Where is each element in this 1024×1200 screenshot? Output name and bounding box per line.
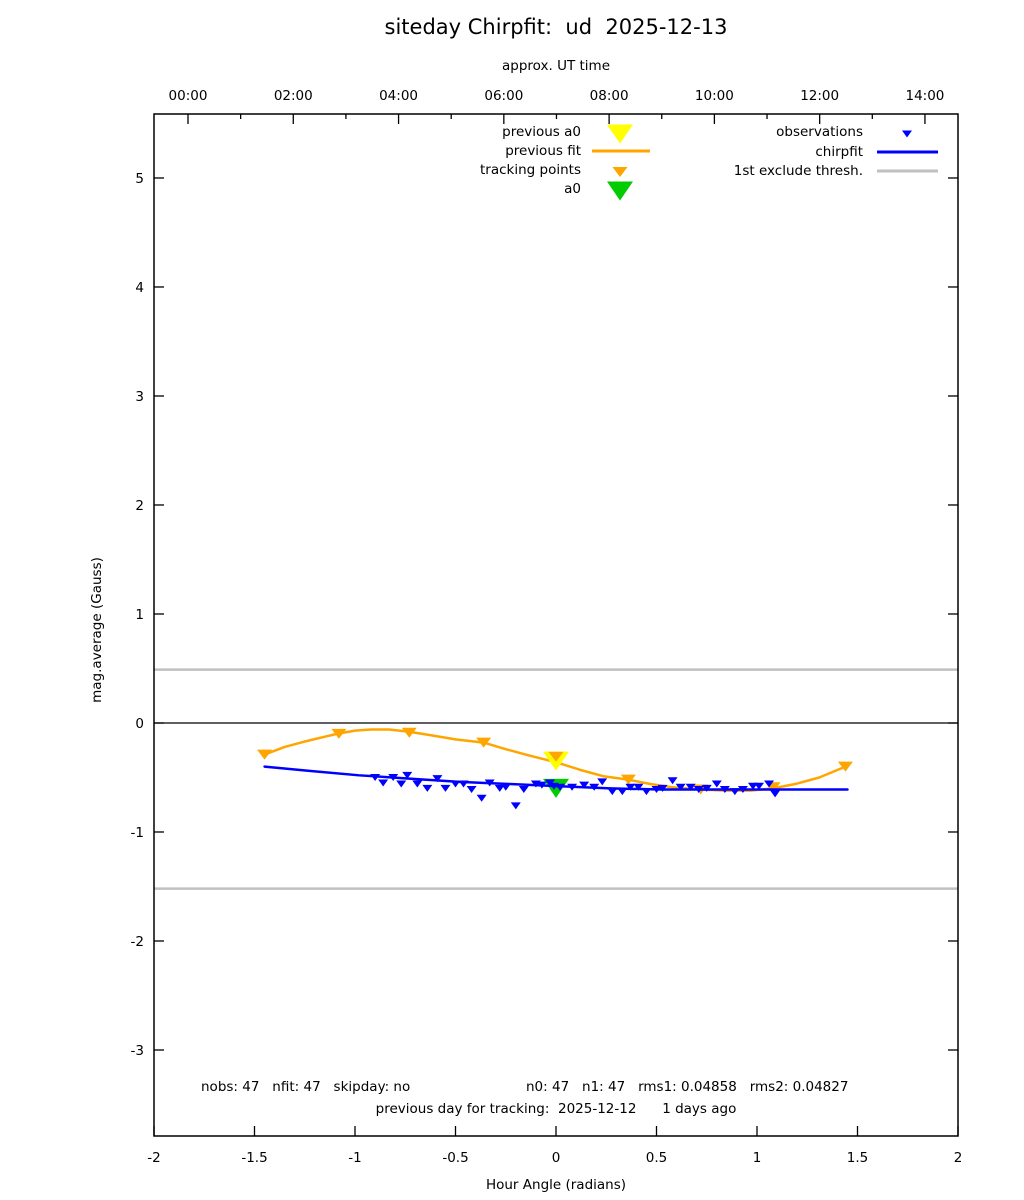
legend-symbol-a0 — [607, 181, 633, 201]
x-tick-label: -1.5 — [241, 1150, 267, 1166]
x-tick-label: -1 — [348, 1150, 361, 1166]
plot-frame-group — [153, 113, 959, 1137]
legend-label-previous-fit: previous fit — [505, 143, 581, 159]
y-tick-label: 2 — [135, 498, 144, 514]
tracking-points-point — [476, 737, 492, 748]
observations-point — [675, 783, 686, 791]
plot-frame — [153, 113, 959, 1137]
x-tick-label: 1 — [753, 1150, 762, 1166]
y-tick-label: -2 — [131, 934, 144, 950]
x-tick-label: 1.5 — [847, 1150, 868, 1166]
stats-previous-day: previous day for tracking: 2025-12-12 1 … — [375, 1101, 737, 1117]
x-tick-label: 0.5 — [646, 1150, 667, 1166]
y-tick-label: -1 — [131, 825, 144, 841]
tracking-points-point — [837, 761, 853, 772]
observations-point — [607, 788, 618, 796]
ut-tick-label: 04:00 — [379, 88, 418, 104]
legend-group: previous a0 previous fit tracking points a0… — [480, 124, 938, 201]
y-tick-label: 5 — [135, 171, 144, 187]
chirpfit-line — [263, 765, 849, 791]
x-tick-label: -0.5 — [442, 1150, 468, 1166]
observations-point — [510, 802, 521, 810]
chart-title: siteday Chirpfit: ud 2025-12-13 — [384, 15, 728, 39]
observations-point — [667, 777, 678, 785]
legend-label-a0: a0 — [564, 181, 581, 197]
legend-label-1st-exclude-thresh-: 1st exclude thresh. — [734, 163, 863, 179]
stats-fit-quality: n0: 47 n1: 47 rms1: 0.04858 rms2: 0.0482… — [526, 1079, 849, 1095]
observations-point — [685, 783, 696, 791]
observations-point — [711, 780, 722, 788]
ut-tick-label: 12:00 — [800, 88, 839, 104]
observations-point — [764, 780, 775, 788]
legend-label-previous-a0: previous a0 — [502, 124, 581, 140]
legend-label-tracking-points: tracking points — [480, 162, 581, 178]
top-axis-title: approx. UT time — [502, 58, 610, 74]
ut-tick-label: 08:00 — [590, 88, 629, 104]
observations-point — [396, 780, 407, 788]
axis-ticks-group: 5 4 3 2 1 0 -1 -2 -3 -2 -1.5 -1 -0.5 0 0.5 1 1.5 2 00:00 02… — [131, 88, 963, 1166]
tracking-points-point — [548, 751, 564, 762]
x-tick-label: 2 — [954, 1150, 963, 1166]
tracking-points-point — [620, 774, 636, 785]
ut-tick-label: 14:00 — [905, 88, 944, 104]
observations-point — [432, 775, 443, 783]
tracking-points-point — [401, 727, 417, 738]
legend-label-chirpfit: chirpfit — [815, 144, 863, 160]
observations-point — [500, 783, 511, 791]
legend-symbol-tracking-points — [612, 167, 628, 177]
observations-point — [476, 794, 487, 802]
y-tick-label: 1 — [135, 607, 144, 623]
observations-point — [378, 779, 389, 787]
observations-point — [597, 778, 608, 786]
observations-point — [422, 784, 433, 792]
observations-point — [402, 771, 413, 779]
legend-label-observations: observations — [776, 124, 863, 140]
observations-point — [633, 783, 644, 791]
observations-point — [494, 784, 505, 792]
observations-point — [579, 781, 590, 789]
stats-counts: nobs: 47 nfit: 47 skipday: no — [201, 1079, 411, 1095]
threshold-lines-group — [154, 668, 958, 890]
ut-tick-label: 00:00 — [169, 88, 208, 104]
ut-tick-label: 06:00 — [484, 88, 523, 104]
observations-point — [754, 782, 765, 790]
x-tick-label: -2 — [147, 1150, 160, 1166]
observations-point — [770, 790, 781, 798]
data-series-group — [257, 727, 853, 810]
ut-tick-label: 10:00 — [695, 88, 734, 104]
observations-point — [518, 785, 529, 793]
y-tick-label: -3 — [131, 1043, 144, 1059]
x-axis-label: Hour Angle (radians) — [485, 1177, 627, 1193]
y-tick-label: 4 — [135, 280, 144, 296]
ut-tick-label: 02:00 — [274, 88, 313, 104]
y-tick-label: 3 — [135, 389, 144, 405]
x-tick-label: 0 — [552, 1150, 561, 1166]
observations-point — [466, 785, 477, 793]
legend-symbol-previous-a0 — [607, 124, 633, 144]
y-tick-label: 0 — [135, 716, 144, 732]
tracking-points-point — [257, 749, 273, 760]
legend-symbol-observations — [902, 130, 912, 138]
observations-point — [412, 780, 423, 788]
tracking-points-point — [331, 728, 347, 739]
observations-point — [440, 784, 451, 792]
observations-point — [625, 783, 636, 791]
